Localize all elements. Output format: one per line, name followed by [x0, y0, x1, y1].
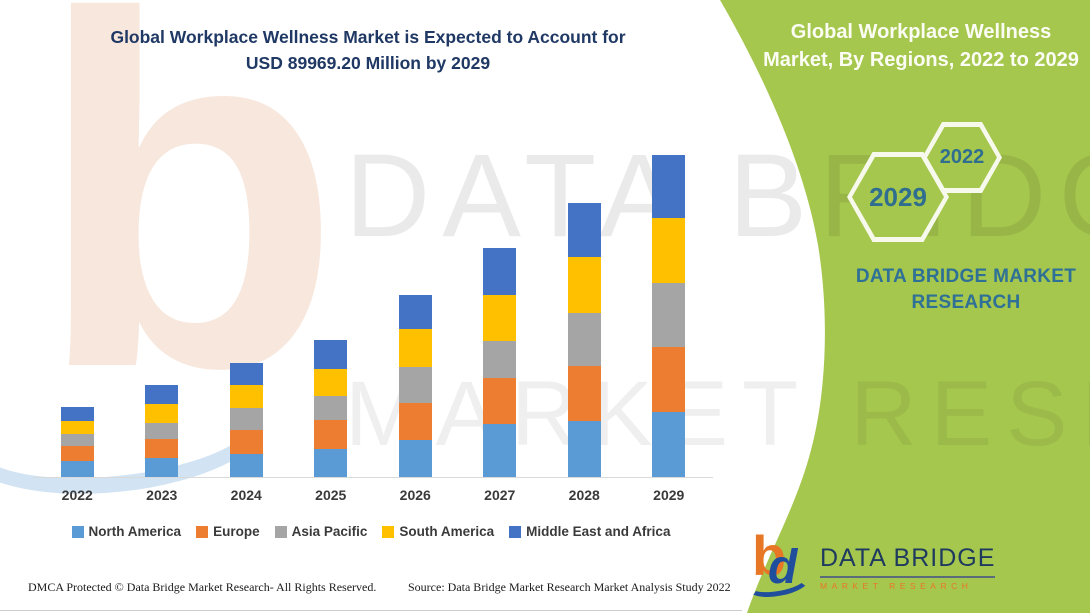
- segment-south-america-2022: [60, 420, 94, 434]
- segment-north-america-2029: [652, 411, 686, 477]
- legend-item-asia-pacific: Asia Pacific: [274, 524, 368, 539]
- x-label-2028: 2028: [568, 487, 600, 503]
- x-label-2024: 2024: [230, 487, 262, 503]
- legend-swatch-north-america: [71, 525, 84, 538]
- segment-asia-pacific-2024: [229, 407, 263, 430]
- segment-north-america-2026: [398, 439, 432, 477]
- chart-title: Global Workplace Wellness Market is Expe…: [38, 24, 698, 77]
- segment-asia-pacific-2026: [398, 366, 432, 403]
- footer-divider-line: [0, 610, 742, 611]
- legend-item-europe: Europe: [196, 524, 260, 539]
- segment-middle-east-and-africa-2025: [314, 339, 348, 369]
- chart-title-line1: Global Workplace Wellness Market is Expe…: [110, 27, 626, 47]
- legend-label-north-america: North America: [88, 524, 182, 539]
- segment-north-america-2025: [314, 448, 348, 477]
- chart-legend: North America Europe Asia Pacific South Ame…: [18, 524, 724, 539]
- segment-europe-2025: [314, 419, 348, 449]
- segment-asia-pacific-2025: [314, 395, 348, 420]
- segment-middle-east-and-africa-2024: [229, 362, 263, 385]
- legend-item-south-america: South America: [382, 524, 494, 539]
- x-label-2029: 2029: [653, 487, 685, 503]
- segment-middle-east-and-africa-2028: [567, 203, 601, 258]
- segment-south-america-2023: [145, 404, 179, 423]
- segment-asia-pacific-2028: [567, 312, 601, 366]
- plot-area: [35, 155, 711, 477]
- segment-europe-2023: [145, 439, 179, 459]
- segment-europe-2026: [398, 402, 432, 440]
- segment-asia-pacific-2022: [60, 433, 94, 446]
- bar-2025: [289, 155, 374, 477]
- segment-middle-east-and-africa-2022: [60, 406, 94, 421]
- footer-source-text: Source: Data Bridge Market Research Mark…: [408, 580, 731, 594]
- x-axis-line: [33, 477, 713, 478]
- bar-2028: [542, 155, 627, 477]
- chart-title-line2: USD 89969.20 Million by 2029: [245, 53, 491, 74]
- segment-south-america-2028: [567, 257, 601, 313]
- segment-north-america-2027: [483, 424, 517, 477]
- legend-label-europe: Europe: [213, 524, 260, 539]
- bar-2024: [204, 155, 289, 477]
- legend-swatch-south-america: [382, 525, 395, 538]
- segment-middle-east-and-africa-2027: [483, 248, 517, 295]
- legend-item-north-america: North America: [71, 524, 182, 539]
- segment-europe-2028: [567, 365, 601, 421]
- segment-asia-pacific-2023: [145, 423, 179, 440]
- legend-label-asia-pacific: Asia Pacific: [291, 524, 368, 539]
- legend-label-middle-east-and-africa: Middle East and Africa: [526, 524, 671, 539]
- segment-north-america-2023: [145, 458, 179, 477]
- legend-swatch-europe: [196, 525, 209, 538]
- bar-2026: [373, 155, 458, 477]
- segment-europe-2027: [483, 378, 517, 425]
- legend-swatch-middle-east-and-africa: [509, 525, 522, 538]
- segment-north-america-2022: [60, 460, 94, 477]
- segment-asia-pacific-2029: [652, 283, 686, 347]
- segment-south-america-2029: [652, 218, 686, 284]
- segment-south-america-2024: [229, 384, 263, 408]
- legend-swatch-asia-pacific: [274, 525, 287, 538]
- segment-south-america-2027: [483, 294, 517, 342]
- segment-north-america-2024: [229, 453, 263, 477]
- x-label-2023: 2023: [146, 487, 178, 503]
- x-label-2027: 2027: [484, 487, 516, 503]
- legend-item-middle-east-and-africa: Middle East and Africa: [509, 524, 670, 539]
- segment-middle-east-and-africa-2026: [398, 294, 432, 329]
- segment-south-america-2026: [398, 328, 432, 367]
- segment-asia-pacific-2027: [483, 341, 517, 379]
- bar-2023: [120, 155, 205, 477]
- x-label-2022: 2022: [61, 487, 93, 503]
- segment-europe-2029: [652, 346, 686, 412]
- segment-europe-2024: [229, 429, 263, 454]
- segment-europe-2022: [60, 445, 94, 461]
- chart-panel: Global Workplace Wellness Market is Expe…: [18, 24, 724, 539]
- segment-south-america-2025: [314, 368, 348, 396]
- segment-north-america-2028: [567, 420, 601, 477]
- footer-dmca-text: DMCA Protected © Data Bridge Market Rese…: [28, 580, 377, 594]
- x-label-2025: 2025: [315, 487, 347, 503]
- segment-middle-east-and-africa-2023: [145, 385, 179, 405]
- segment-middle-east-and-africa-2029: [652, 155, 686, 219]
- x-label-2026: 2026: [399, 487, 431, 503]
- legend-label-south-america: South America: [399, 524, 495, 539]
- bar-2027: [458, 155, 543, 477]
- x-axis-labels: 2022 2023 2024 2025 2026 2027 2028 2029: [35, 487, 711, 503]
- bar-2029: [627, 155, 712, 477]
- bar-2022: [35, 155, 120, 477]
